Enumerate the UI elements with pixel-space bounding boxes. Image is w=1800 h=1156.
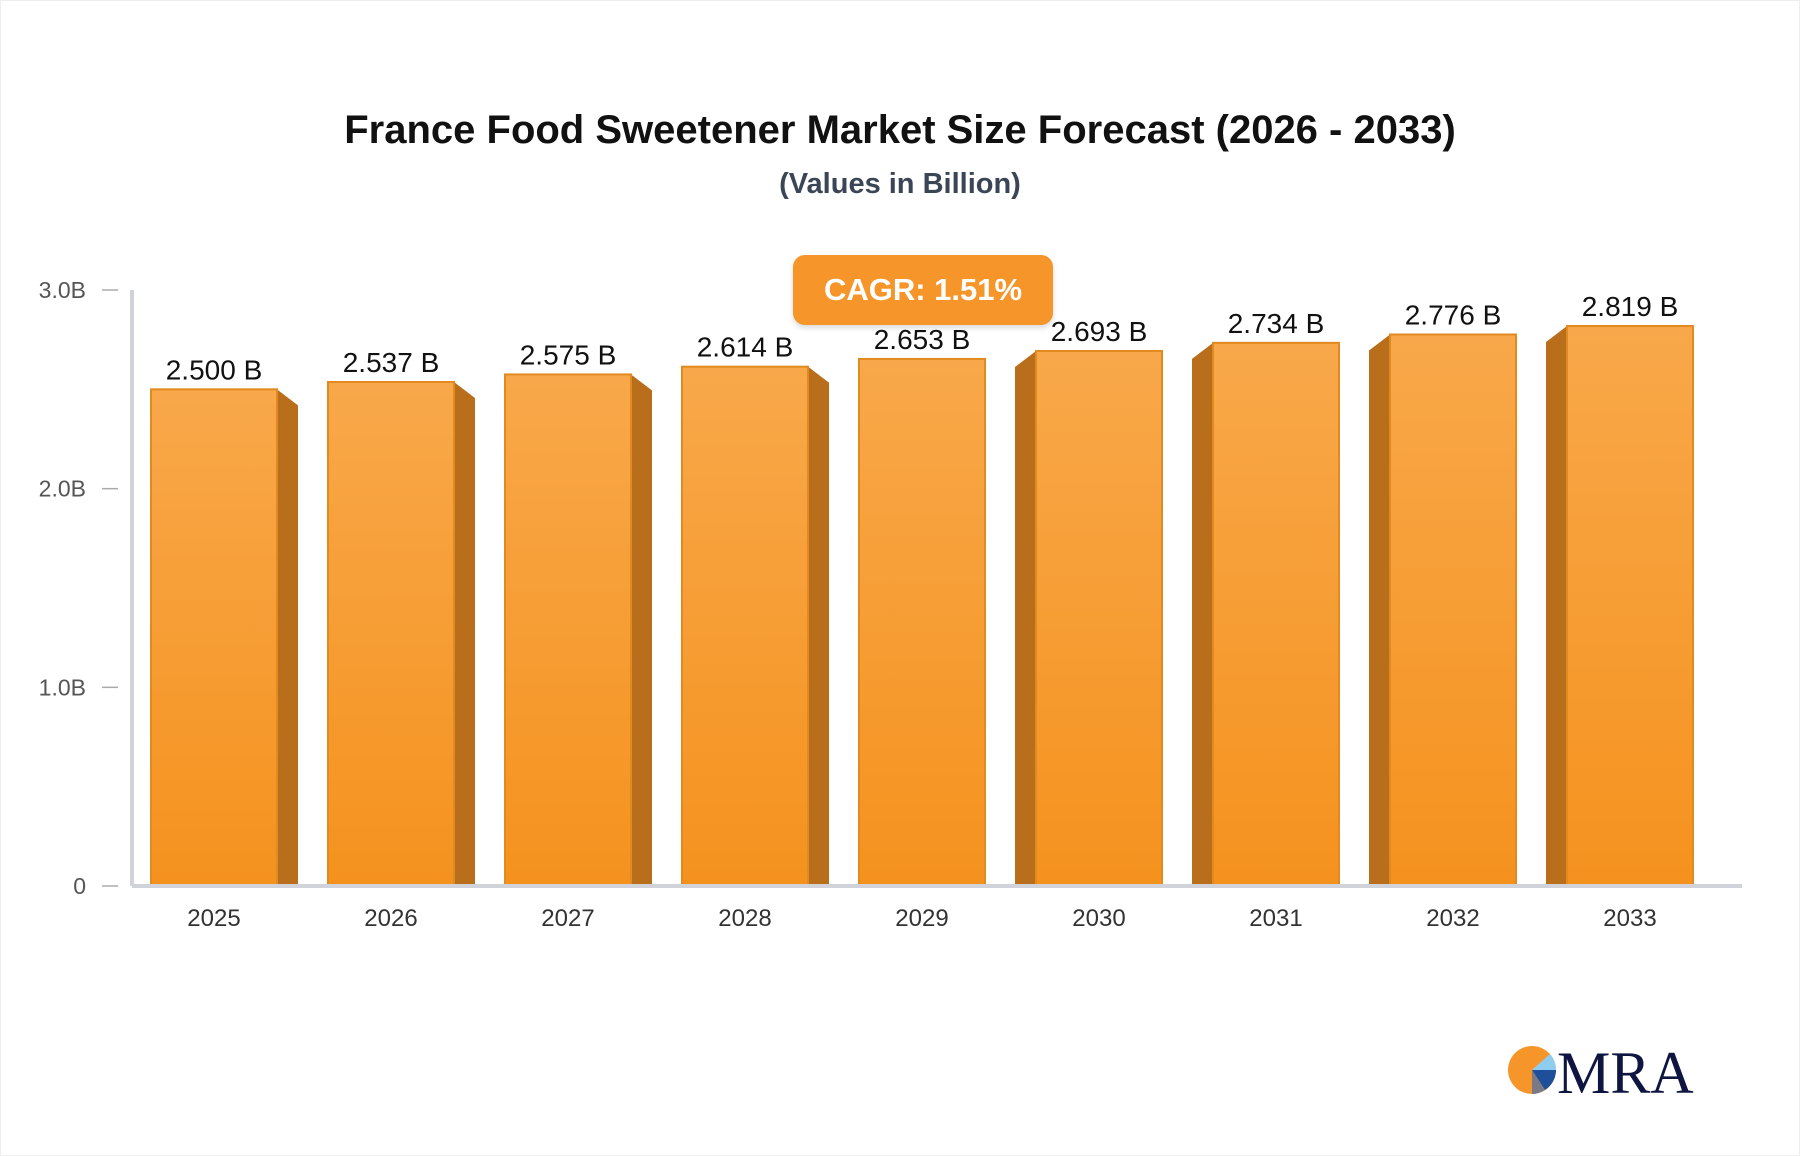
bar-side [454,381,475,886]
x-tick-label: 2032 [1426,905,1479,932]
bar-2027: 2.575 B [504,339,652,887]
bar-side [1015,350,1036,886]
bar-2032: 2.776 B [1369,300,1517,887]
x-tick-label: 2027 [541,905,594,932]
bar-side [1369,334,1390,886]
x-tick-label: 2033 [1603,905,1656,932]
y-tick-label: 0 [73,873,86,899]
bar-2028: 2.614 B [681,332,829,887]
data-label: 2.500 B [166,354,263,385]
x-tick-label: 2025 [187,905,240,932]
bar-side [1546,325,1567,886]
cagr-badge: CAGR: 1.51% [793,255,1053,325]
x-tick-label: 2031 [1249,905,1302,932]
bar-2031: 2.734 B [1192,308,1340,887]
data-label: 2.776 B [1405,300,1502,331]
data-label: 2.653 B [874,324,971,355]
bar-2033: 2.819 B [1546,291,1694,887]
x-tick-label: 2028 [718,905,771,932]
bar-2026: 2.537 B [327,347,475,887]
bar-2029: 2.653 B [858,324,986,888]
bar-front [1389,333,1517,887]
chart-subtitle: (Values in Billion) [779,168,1021,200]
bar-front [504,373,632,887]
bar-front [681,365,809,887]
data-label: 2.734 B [1228,308,1325,339]
bar-front [327,380,455,887]
bar-front [1566,324,1694,887]
data-label: 2.537 B [343,347,440,378]
svg-text:MRA: MRA [1557,1040,1694,1100]
data-label: 2.819 B [1582,291,1679,322]
data-label: 2.693 B [1051,316,1148,347]
y-tick-label: 2.0B [39,476,86,502]
bar-front [1035,349,1163,887]
data-label: 2.575 B [520,339,617,370]
x-tick-label: 2029 [895,905,948,932]
mra-logo: MRA [1505,1040,1695,1100]
data-label: 2.614 B [697,332,794,363]
chart-title: France Food Sweetener Market Size Foreca… [344,108,1456,152]
bar-side [277,389,298,886]
bar-side [631,374,652,886]
bar-2030: 2.693 B [1015,316,1163,887]
bar-front [150,388,278,887]
x-tick-label: 2030 [1072,905,1125,932]
bar-front [1212,341,1340,887]
bar-side [1192,342,1213,886]
y-tick-label: 3.0B [39,277,86,303]
bar-side [808,366,829,887]
x-tick-label: 2026 [364,905,417,932]
bar-front [858,357,986,888]
y-tick-label: 1.0B [39,674,86,700]
bar-2025: 2.500 B [150,354,298,887]
